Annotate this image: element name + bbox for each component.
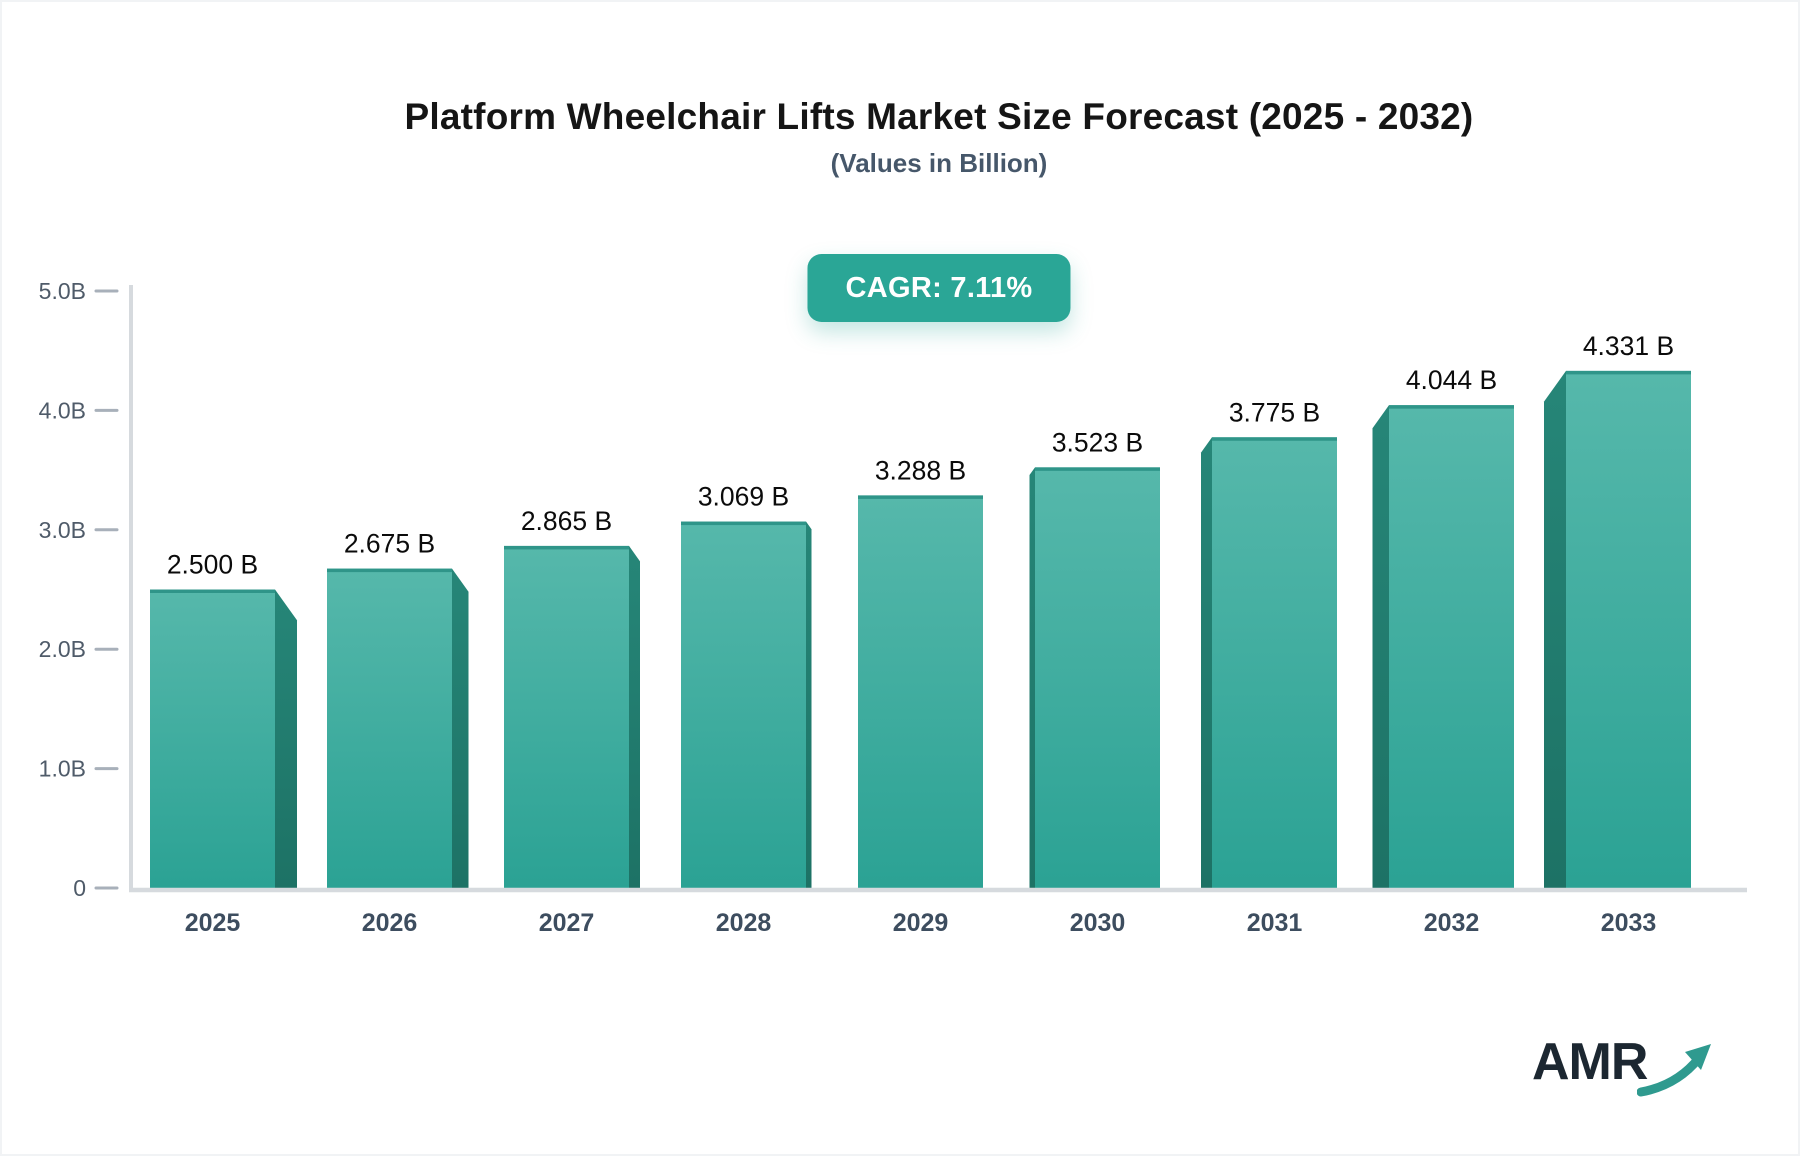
x-tick-label: 2032 (1424, 909, 1480, 937)
cagr-badge: CAGR: 7.11% (807, 254, 1071, 322)
bar-top-edge (1566, 370, 1691, 375)
bar-top-edge (858, 495, 983, 499)
bar-side-face (1544, 370, 1566, 888)
amr-logo: AMR (1532, 1036, 1721, 1098)
x-tick-label: 2025 (185, 909, 241, 937)
y-tick-label: 1.0B (39, 756, 86, 782)
bar-side-face (452, 568, 469, 888)
bar-front-face (504, 545, 629, 888)
bar-top-edge (1212, 437, 1337, 441)
bar-2030: 3.523 B 2030 (1029, 427, 1160, 937)
bar-top-edge (681, 521, 806, 526)
cagr-badge-label: CAGR: 7.11% (845, 272, 1033, 304)
bar-side-face (806, 521, 812, 888)
x-tick-label: 2029 (893, 909, 949, 937)
bar-2032: 4.044 B 2032 (1372, 365, 1514, 937)
bar-2029: 3.288 B 2029 (858, 455, 983, 937)
bar-value-label: 2.500 B (167, 550, 258, 580)
bar-2028: 3.069 B 2028 (681, 482, 812, 937)
y-tick-label: 0 (73, 875, 86, 901)
bar-2025: 2.500 B 2025 (150, 550, 297, 937)
x-tick-label: 2030 (1070, 909, 1126, 937)
y-tick-label: 2.0B (39, 636, 86, 662)
bar-front-face (150, 589, 275, 888)
bar-top-edge (1035, 467, 1160, 471)
bar-value-label: 4.044 B (1406, 365, 1497, 395)
bar-front-face (681, 521, 806, 888)
bar-2031: 3.775 B 2031 (1201, 397, 1337, 937)
x-tick-label: 2026 (362, 909, 418, 937)
y-tick-label: 4.0B (39, 397, 86, 423)
bar-side-face (275, 589, 297, 888)
bar-front-face (1035, 467, 1160, 888)
bar-2026: 2.675 B 2026 (327, 529, 469, 937)
bar-value-label: 3.523 B (1052, 427, 1143, 457)
x-tick-label: 2027 (539, 909, 595, 937)
amr-logo-text: AMR (1532, 1033, 1648, 1091)
bar-value-label: 3.288 B (875, 455, 966, 485)
bar-top-edge (1389, 405, 1514, 409)
bar-side-face (1372, 405, 1389, 888)
bar-top-edge (504, 545, 629, 550)
bar-front-face (1212, 437, 1337, 888)
bar-2033: 4.331 B 2033 (1544, 331, 1691, 937)
bar-value-label: 2.865 B (521, 506, 612, 536)
y-tick-label: 5.0B (39, 278, 86, 304)
chart-subtitle: (Values in Billion) (830, 148, 1048, 178)
bar-front-face (1566, 370, 1691, 888)
bar-top-edge (327, 568, 452, 573)
bar-value-label: 4.331 B (1583, 331, 1674, 361)
x-tick-label: 2033 (1601, 909, 1657, 937)
bar-front-face (327, 568, 452, 888)
bar-side-face (629, 545, 640, 888)
bar-value-label: 3.069 B (698, 482, 789, 512)
bar-side-face (1029, 467, 1035, 888)
bar-value-label: 2.675 B (344, 529, 435, 559)
bar-front-face (858, 495, 983, 888)
bar-side-face (1201, 437, 1212, 888)
x-tick-label: 2031 (1247, 909, 1303, 937)
y-tick-label: 3.0B (39, 517, 86, 543)
bar-top-edge (150, 589, 275, 593)
x-tick-label: 2028 (716, 909, 772, 937)
bar-2027: 2.865 B 2027 (504, 506, 640, 937)
chart-title: Platform Wheelchair Lifts Market Size Fo… (404, 96, 1474, 137)
bar-front-face (1389, 405, 1514, 888)
growth-arrow-icon (1637, 1044, 1712, 1097)
bar-value-label: 3.775 B (1229, 397, 1320, 427)
